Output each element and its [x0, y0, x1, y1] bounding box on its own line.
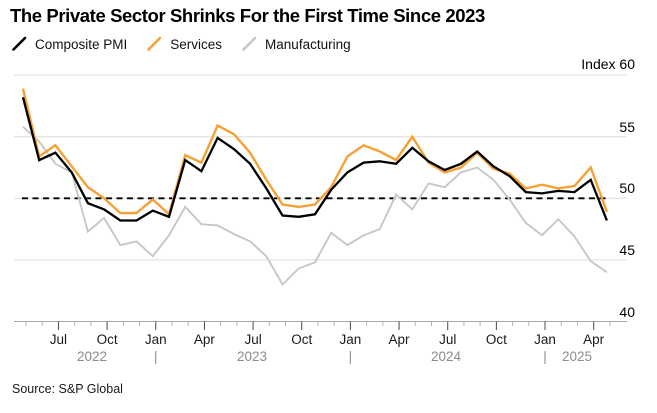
series-line-manufacturing	[22, 126, 608, 287]
x-tick-label: Jan	[144, 332, 167, 347]
x-tick-label: Jul	[49, 332, 68, 347]
legend-slash-stroke	[147, 36, 162, 51]
legend-slash-icon	[242, 36, 257, 51]
year-separator: |	[153, 349, 158, 364]
chart-title: The Private Sector Shrinks For the First…	[10, 5, 485, 26]
x-tick-label: Apr	[388, 332, 410, 347]
y-tick-label: 50	[619, 180, 635, 197]
legend-item-services: Services	[146, 36, 222, 52]
x-tick-label: Jul	[244, 332, 262, 347]
year-label: 2024	[430, 349, 462, 364]
legend-slash-stroke	[12, 36, 27, 51]
year-separator: |	[348, 349, 353, 364]
x-tick-label: Oct	[291, 332, 313, 347]
year-label: 2023	[236, 349, 268, 364]
legend-label-composite-pmi: Composite PMI	[35, 36, 128, 52]
legend-label-manufacturing: Manufacturing	[265, 36, 351, 52]
y-tick-label: 55	[619, 118, 635, 135]
legend-item-manufacturing: Manufacturing	[241, 36, 351, 52]
year-label: 2022	[76, 349, 108, 364]
x-tick-label: Jan	[339, 332, 362, 347]
x-tick-label: Oct	[485, 332, 507, 347]
year-separator: |	[543, 349, 547, 364]
year-label: 2025	[561, 349, 593, 364]
x-tick-label: Apr	[193, 332, 215, 347]
legend-label-services: Services	[170, 36, 223, 52]
y-tick-label: 40	[619, 303, 635, 320]
legend-slash-icon	[147, 36, 162, 51]
series-line-services	[21, 88, 609, 217]
x-tick-label: Oct	[96, 332, 118, 347]
source-label: Source: S&P Global	[12, 382, 123, 396]
series-line-composite-pmi	[21, 97, 608, 222]
legend: Composite PMI Services Manufacturing	[11, 36, 351, 52]
x-tick-label: Apr	[583, 332, 605, 347]
legend-slash-icon	[12, 36, 27, 51]
x-tick-label: Jan	[534, 332, 556, 347]
legend-slash-stroke	[242, 36, 257, 51]
y-tick-label: 45	[619, 241, 635, 258]
y-axis-unit-label: Index 60	[581, 56, 635, 72]
x-tick-label: Jul	[439, 332, 457, 347]
legend-item-composite-pmi: Composite PMI	[11, 36, 127, 52]
